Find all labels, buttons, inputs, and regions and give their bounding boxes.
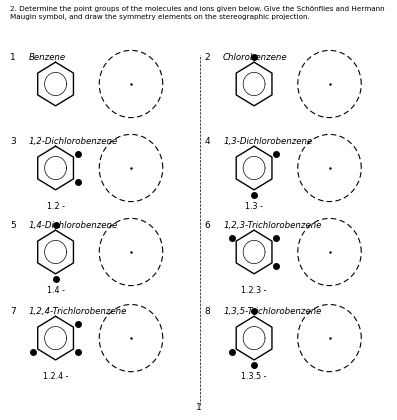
Text: 1: 1 <box>10 53 15 62</box>
Text: 1.2.3 -: 1.2.3 - <box>241 286 267 294</box>
Text: 1.3 -: 1.3 - <box>245 202 263 210</box>
Text: 1.4 -: 1.4 - <box>46 286 65 294</box>
Text: 4: 4 <box>204 137 210 146</box>
Text: 1: 1 <box>196 404 201 412</box>
Text: 6: 6 <box>204 221 210 230</box>
Text: 1,2,3-Trichlorobenzene: 1,2,3-Trichlorobenzene <box>223 221 322 230</box>
Text: 3: 3 <box>10 137 15 146</box>
Text: 1,2-Dichlorobenzene: 1,2-Dichlorobenzene <box>29 137 118 146</box>
Text: 7: 7 <box>10 307 15 316</box>
Text: 1,4-Dichlorobenzene: 1,4-Dichlorobenzene <box>29 221 118 230</box>
Text: Chlorobenzene: Chlorobenzene <box>223 53 288 62</box>
Text: 1.2 -: 1.2 - <box>46 202 65 210</box>
Text: 1,3,5-Trichlorobenzene: 1,3,5-Trichlorobenzene <box>223 307 322 316</box>
Text: 1.2.4 -: 1.2.4 - <box>43 372 68 381</box>
Text: 1,3-Dichlorobenzene: 1,3-Dichlorobenzene <box>223 137 312 146</box>
Text: 2: 2 <box>204 53 210 62</box>
Text: 8: 8 <box>204 307 210 316</box>
Text: 5: 5 <box>10 221 15 230</box>
Text: 2. Determine the point groups of the molecules and ions given below. Give the Sc: 2. Determine the point groups of the mol… <box>10 6 385 20</box>
Text: 1,2,4-Trichlorobenzene: 1,2,4-Trichlorobenzene <box>29 307 127 316</box>
Text: Benzene: Benzene <box>29 53 66 62</box>
Text: 1.3.5 -: 1.3.5 - <box>241 372 267 381</box>
